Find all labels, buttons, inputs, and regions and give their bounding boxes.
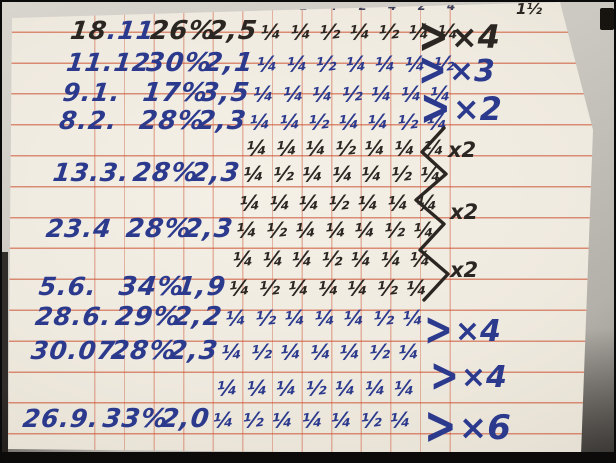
photo-edge-shadow — [2, 252, 8, 457]
multiplier: x2 — [448, 138, 476, 162]
horizontal-rules — [8, 2, 593, 455]
multiplier: >×6 — [424, 396, 511, 455]
multiplier: >×4 — [424, 303, 501, 357]
multiplier: >×2 — [420, 78, 502, 136]
angle-brace-icon: > — [418, 43, 447, 97]
angle-brace-icon: > — [430, 349, 459, 403]
multiplier-label: ×3 — [448, 54, 495, 89]
notebook-page: 4242424 18.1126%2,5¼¼½¼½¼¼11.1230%2,1¼¼½… — [8, 0, 593, 455]
multiplier-label: x2 — [448, 138, 477, 162]
multiplier: x2 — [450, 200, 478, 224]
background-object — [600, 8, 614, 30]
vertical-rules — [66, 2, 458, 455]
multiplier: >×4 — [418, 6, 500, 64]
corner-note: 1½ — [516, 0, 542, 18]
angle-brace-icon: > — [420, 78, 451, 137]
angle-brace-icon: > — [424, 396, 457, 457]
bottom-shadow-bar — [2, 452, 614, 461]
multiplier-label: ×4 — [454, 314, 501, 349]
multiplier: >×4 — [430, 349, 507, 403]
multiplier-label: ×2 — [452, 90, 502, 128]
angle-brace-icon: > — [418, 6, 449, 65]
multiplier-label: ×4 — [460, 360, 507, 395]
zigzag-brace-icon — [414, 126, 450, 302]
multiplier-label: x2 — [450, 258, 479, 282]
multiplier: x2 — [450, 258, 478, 282]
multiplier-layer: 1½ >×4 >×3 >×2 x2 x2 x2 >×4 >×4 >×6 — [8, 0, 593, 455]
multiplier: >×3 — [418, 43, 495, 97]
multiplier-label: ×4 — [450, 18, 500, 56]
multiplier-label: x2 — [450, 200, 479, 224]
angle-brace-icon: > — [424, 303, 453, 357]
multiplier-label: ×6 — [458, 408, 511, 448]
